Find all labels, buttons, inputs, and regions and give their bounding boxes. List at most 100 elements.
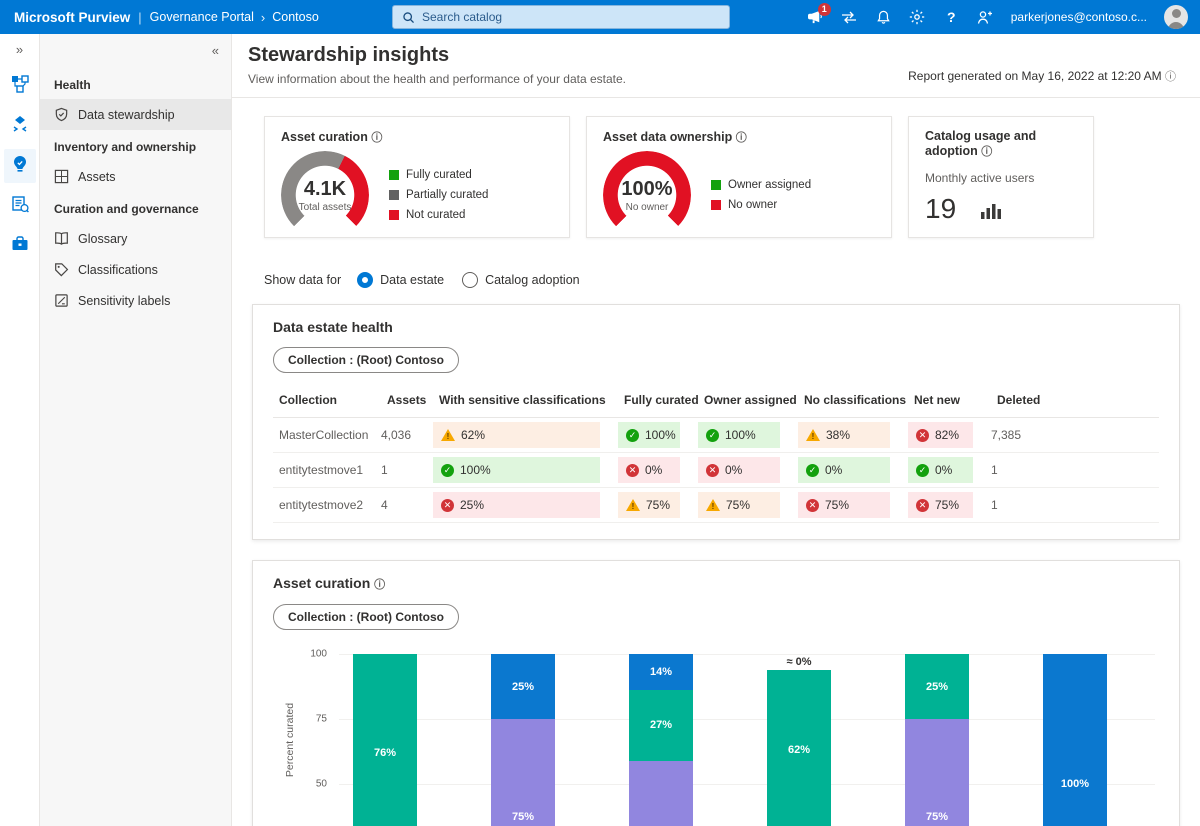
radio-button[interactable] [357,272,374,288]
gauge-label: Total assets [298,201,352,213]
rail-item-policy[interactable] [4,189,36,223]
y-tick-label: 100 [310,648,327,660]
bar-segment: 75% [491,719,555,826]
sidebar: « Health Data stewardship Inventory and ow… [40,34,232,826]
account-email[interactable]: parkerjones@contoso.c... [1010,10,1147,24]
info-icon[interactable]: ⓘ [371,132,383,144]
monthly-active-users-value: 19 [925,193,957,224]
bar-segment: 62% [767,669,831,826]
status-value: 75% [935,498,960,512]
sidebar-item-label: Classifications [78,262,158,277]
column-header-collection: Collection [273,383,381,418]
collapse-sidebar-icon[interactable]: « [211,43,219,58]
asset-data-ownership-legend: Owner assigned No owner [711,179,811,211]
success-icon: ✓ [441,463,454,477]
sidebar-item-assets[interactable]: Assets [40,161,231,192]
table-row: entitytestmove2 4 ✕ 25%! 75%! 75% ✕ 75% ✕ 75% 1 [273,487,1159,523]
info-icon[interactable]: ⓘ [1165,71,1176,83]
megaphone-icon[interactable]: 1 [807,2,831,26]
bar-segment-label: 100% [1060,778,1090,790]
gear-icon[interactable] [909,9,926,26]
tag-icon [54,262,69,277]
feedback-icon[interactable] [977,9,994,26]
page-header: Stewardship insights View information ab… [232,34,1200,98]
rail-item-insights[interactable] [3,149,36,183]
status-value: 75% [825,498,850,512]
sidebar-item-sensitivity-labels[interactable]: Sensitivity labels [40,285,231,316]
avatar[interactable] [1164,5,1188,29]
insights-icon [11,155,29,178]
status-value: 0% [935,463,953,477]
sidebar-item-glossary[interactable]: Glossary [40,223,231,254]
asset-data-ownership-kpi-card: Asset data ownership ⓘ 100% No owner Own… [586,116,892,239]
status-value: 0% [825,463,843,477]
stacked-bar: 100% [1043,654,1107,826]
expand-rail-icon[interactable]: » [15,42,24,57]
column-header-no-classifications: No classifications [798,383,908,418]
rail-item-data-share[interactable] [4,109,36,143]
report-generated: Report generated on May 16, 2022 at 12:2… [908,68,1176,86]
info-icon[interactable]: ⓘ [735,132,747,144]
sidebar-section-header: Curation and governance [54,202,199,216]
collection-filter-button[interactable]: Collection : (Root) Contoso [273,347,459,373]
portal-name[interactable]: Governance Portal [149,10,254,24]
column-header-assets: Assets [381,383,433,418]
info-icon[interactable]: ⓘ [981,146,993,158]
rail-item-data-map[interactable] [4,69,36,103]
search-box[interactable] [392,5,730,29]
radio-catalog-adoption[interactable]: Catalog adoption [462,272,580,288]
rail-item-management[interactable] [4,229,36,263]
status-badge: ✓ 0% [908,457,973,483]
status-badge: ! 38% [798,422,890,448]
status-value: 0% [725,463,743,477]
radio-button[interactable] [462,272,479,288]
table-row: entitytestmove1 1 ✓ 100% ✕ 0% ✕ 0% ✓ 0% ✓ 0% 1 [273,452,1159,488]
asset-curation-gauge: 4.1K Total assets [281,151,369,239]
bar-segment: 59% [629,760,693,826]
sidebar-sections: Health Data stewardship Inventory and owne… [40,68,231,316]
bar-segment-label: 62% [787,744,811,757]
success-icon: ✓ [916,463,929,477]
data-estate-health-table: Collection Assets With sensitive classific… [273,383,1159,523]
bell-icon[interactable] [875,9,892,26]
gridline [339,784,1155,785]
management-icon [11,235,29,258]
sidebar-item-label: Sensitivity labels [78,293,171,308]
sidebar-item-classifications[interactable]: Classifications [40,254,231,285]
radio-data-estate[interactable]: Data estate [357,272,444,288]
help-icon[interactable]: ? [943,9,960,26]
y-axis-label: Percent curated [284,702,296,778]
info-icon[interactable]: ⓘ [374,579,386,591]
gridline [339,719,1155,720]
radio-label: Data estate [380,273,445,287]
topbar-actions: 1 ? parkerjones@contoso.c... [807,2,1188,29]
status-badge: ✓ 0% [798,457,890,483]
collection-cell: MasterCollection [273,417,381,453]
bar-segment-label: 75% [925,810,949,823]
legend-swatch [711,180,721,190]
stewardship-icon [54,107,69,122]
switch-icon[interactable] [841,9,858,26]
status-value: 100% [725,428,756,442]
kpi-title: Asset data ownership ⓘ [603,130,747,144]
show-data-for-options: Data estate Catalog adoption [357,272,580,288]
deleted-cell: 1 [991,452,1159,488]
app-title[interactable]: Microsoft Purview [14,9,131,25]
topbar: Microsoft Purview | Governance Portal › … [0,0,1200,34]
sidebar-item-data-stewardship[interactable]: Data stewardship [40,99,231,130]
column-header-with-sensitive-classifications: With sensitive classifications [433,383,618,418]
asset-curation-title: Asset curation ⓘ [273,575,386,591]
status-badge: ✕ 0% [618,457,680,483]
error-icon: ✕ [626,463,639,477]
tenant-name[interactable]: Contoso [272,10,319,24]
legend-label: Owner assigned [728,179,812,191]
stacked-bar: 76% [353,654,417,826]
chart-plot: 76% 25% 75% 14% 27% 59% ≈ 0% 62% 25% 75% 100% [339,654,1155,826]
collection-filter-button[interactable]: Collection : (Root) Contoso [273,604,459,630]
legend-swatch [389,210,399,220]
bar-segment: 14% [629,654,693,691]
search-input[interactable] [422,10,720,24]
legend-item-fully-curated: Fully curated [389,169,488,181]
collection-cell: entitytestmove2 [273,487,381,523]
app-rail: » [0,34,40,826]
